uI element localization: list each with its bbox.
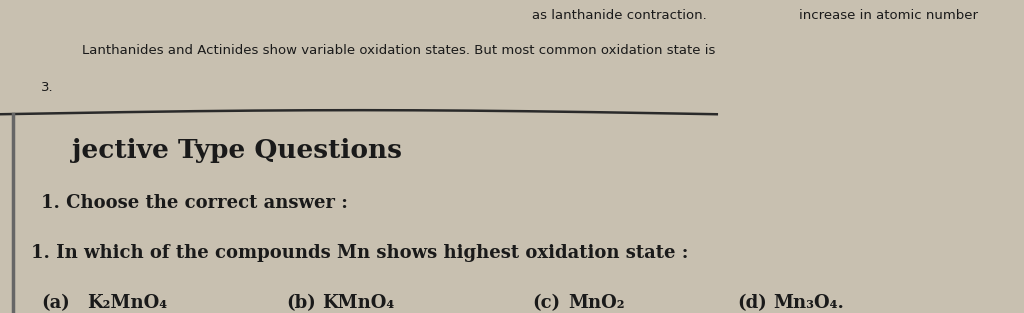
- Text: K₂MnO₄: K₂MnO₄: [87, 294, 167, 312]
- Text: KMnO₄: KMnO₄: [323, 294, 395, 312]
- Text: MnO₂: MnO₂: [568, 294, 625, 312]
- Text: 1. In which of the compounds Mn shows highest oxidation state :: 1. In which of the compounds Mn shows hi…: [31, 244, 688, 262]
- Text: jective Type Questions: jective Type Questions: [72, 138, 401, 163]
- Text: as lanthanide contraction.: as lanthanide contraction.: [532, 9, 708, 23]
- Text: (d): (d): [737, 294, 767, 312]
- Text: Lanthanides and Actinides show variable oxidation states. But most common oxidat: Lanthanides and Actinides show variable …: [82, 44, 716, 57]
- Text: 3.: 3.: [41, 81, 53, 95]
- Text: 1. Choose the correct answer :: 1. Choose the correct answer :: [41, 194, 348, 212]
- Text: (a): (a): [41, 294, 70, 312]
- Text: increase in atomic number: increase in atomic number: [799, 9, 978, 23]
- Text: (b): (b): [287, 294, 316, 312]
- Text: Mn₃O₄.: Mn₃O₄.: [773, 294, 844, 312]
- Text: (c): (c): [532, 294, 560, 312]
